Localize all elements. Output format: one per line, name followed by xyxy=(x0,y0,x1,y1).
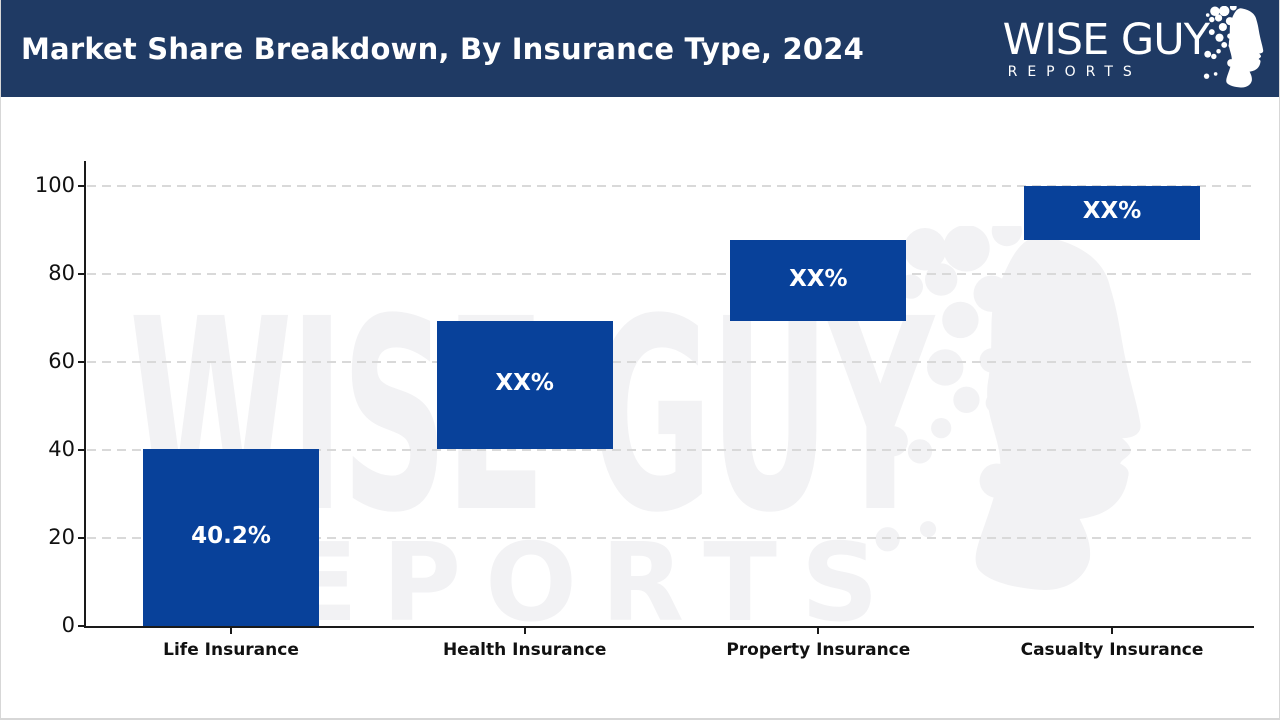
y-tick-80 xyxy=(78,273,86,275)
x-category-label: Property Insurance xyxy=(726,640,911,660)
bar-life-insurance xyxy=(143,449,319,626)
bar-value-label: XX% xyxy=(1082,198,1142,225)
y-tick-label-80: 80 xyxy=(48,261,75,285)
wiseguy-logo: WISE GUY REPORTS xyxy=(1003,4,1271,94)
gridline-100 xyxy=(87,185,1254,187)
bar-value-label: XX% xyxy=(789,265,848,292)
y-tick-60 xyxy=(78,361,86,363)
gridline-80 xyxy=(87,273,1254,275)
wiseguy-logo-text: WISE GUY REPORTS xyxy=(1002,14,1210,81)
bar-value-label: XX% xyxy=(495,370,554,397)
x-tick-1 xyxy=(523,628,526,634)
gridline-20 xyxy=(87,537,1254,539)
y-tick-label-60: 60 xyxy=(48,349,75,373)
y-tick-label-40: 40 xyxy=(48,437,75,461)
wiseguy-logo-line2: REPORTS xyxy=(1007,64,1142,81)
y-tick-20 xyxy=(78,537,86,539)
gridline-60 xyxy=(87,361,1254,363)
y-tick-0 xyxy=(78,625,86,627)
y-tick-40 xyxy=(78,449,86,451)
y-tick-label-20: 20 xyxy=(48,525,75,549)
wiseguy-logo-line1: WISE GUY xyxy=(1002,14,1210,65)
gridline-40 xyxy=(87,449,1254,451)
header: Market Share Breakdown, By Insurance Typ… xyxy=(1,0,1279,97)
y-tick-label-0: 0 xyxy=(61,613,75,637)
x-category-label: Health Insurance xyxy=(442,640,607,660)
wiseguy-face-icon xyxy=(1203,6,1264,88)
bar-casualty-insurance xyxy=(1024,186,1200,241)
x-tick-3 xyxy=(1111,628,1113,634)
bar-health-insurance xyxy=(436,321,613,450)
bar-property-insurance xyxy=(730,240,907,322)
chart-title: Market Share Breakdown, By Insurance Typ… xyxy=(21,31,865,66)
x-category-label: Casualty Insurance xyxy=(1020,640,1204,660)
y-tick-100 xyxy=(78,185,86,187)
x-category-label: Life Insurance xyxy=(163,640,299,660)
y-axis-line xyxy=(84,161,86,628)
bar-value-label: 40.2% xyxy=(191,522,271,549)
y-tick-label-100: 100 xyxy=(34,173,75,197)
x-axis-line xyxy=(84,626,1254,628)
x-tick-0 xyxy=(230,628,232,634)
x-tick-2 xyxy=(817,628,820,634)
